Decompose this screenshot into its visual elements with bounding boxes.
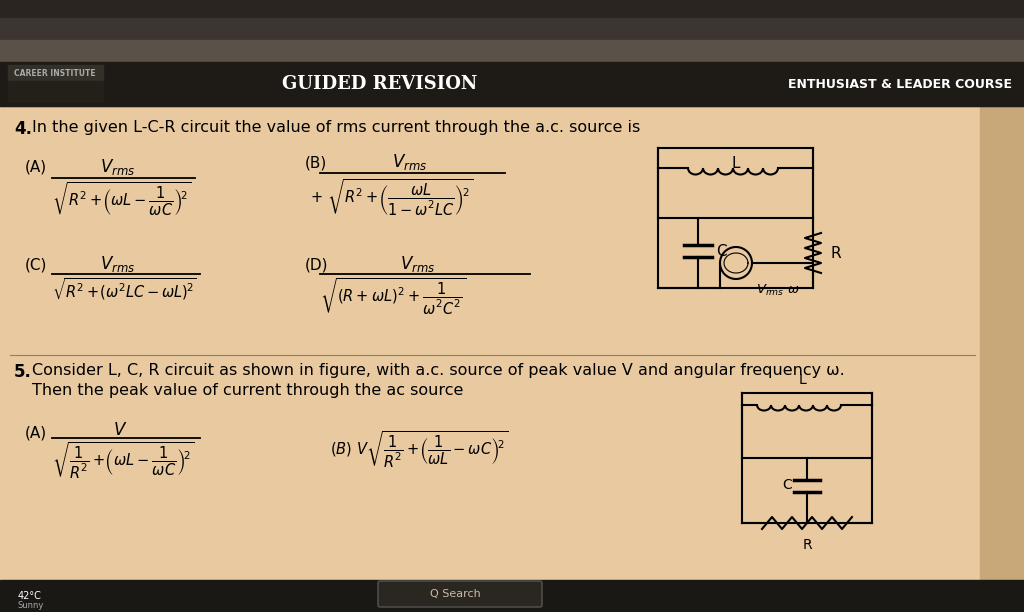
Bar: [0, 580, 1024, 612]
Text: $\sqrt{\dfrac{1}{R^2}+\!\left(\omega L-\dfrac{1}{\omega C}\right)^{\!2}}$: $\sqrt{\dfrac{1}{R^2}+\!\left(\omega L-\…: [52, 441, 195, 482]
Text: Q Search: Q Search: [430, 589, 480, 599]
Text: 42°C: 42°C: [18, 591, 42, 601]
Text: Sunny: Sunny: [18, 602, 44, 611]
Text: (C): (C): [25, 258, 47, 273]
Text: L: L: [732, 156, 740, 171]
Bar: [8, 65, 103, 81]
Text: R: R: [831, 245, 842, 261]
Text: L: L: [798, 373, 806, 387]
Text: (B): (B): [305, 155, 328, 170]
Bar: [0, 0, 1024, 18]
Text: 4.: 4.: [14, 120, 32, 138]
Text: $(B)\ V\sqrt{\dfrac{1}{R^2}+\!\left(\dfrac{1}{\omega L}-\omega C\right)^{\!2}}$: $(B)\ V\sqrt{\dfrac{1}{R^2}+\!\left(\dfr…: [330, 430, 508, 471]
Text: ENTHUSIAST & LEADER COURSE: ENTHUSIAST & LEADER COURSE: [788, 78, 1012, 91]
Bar: [8, 81, 103, 101]
Text: $\sqrt{(R+\omega L)^2+\dfrac{1}{\omega^2 C^2}}$: $\sqrt{(R+\omega L)^2+\dfrac{1}{\omega^2…: [319, 277, 466, 318]
Bar: [980, 106, 1024, 612]
Text: (A): (A): [25, 160, 47, 175]
Bar: [0, 106, 980, 612]
Text: GUIDED REVISION: GUIDED REVISION: [283, 75, 477, 93]
Text: C: C: [716, 244, 727, 258]
Text: C: C: [782, 478, 792, 492]
Text: R: R: [802, 538, 812, 552]
Text: $V_{rms}$: $V_{rms}$: [100, 254, 135, 274]
Text: Then the peak value of current through the ac source: Then the peak value of current through t…: [32, 383, 464, 398]
Text: (D): (D): [305, 258, 329, 273]
Text: In the given L-C-R circuit the value of rms current through the a.c. source is: In the given L-C-R circuit the value of …: [32, 120, 640, 135]
Bar: [0, 40, 1024, 62]
Text: $V_{rms}\ \omega$: $V_{rms}\ \omega$: [756, 283, 800, 298]
Text: $+\ \sqrt{R^2+\!\left(\dfrac{\omega L}{1-\omega^2 LC}\right)^{\!2}}$: $+\ \sqrt{R^2+\!\left(\dfrac{\omega L}{1…: [310, 178, 473, 218]
Text: $\sqrt{R^2+\!\left(\omega L-\dfrac{1}{\omega C}\right)^{\!2}}$: $\sqrt{R^2+\!\left(\omega L-\dfrac{1}{\o…: [52, 181, 191, 218]
Text: 5.: 5.: [14, 363, 32, 381]
Text: $V$: $V$: [113, 421, 127, 439]
Text: $V_{rms}$: $V_{rms}$: [100, 157, 135, 177]
Text: Consider L, C, R circuit as shown in figure, with a.c. source of peak value V an: Consider L, C, R circuit as shown in fig…: [32, 363, 845, 378]
Text: $V_{rms}$: $V_{rms}$: [392, 152, 428, 172]
Text: $\sqrt{R^2+\!\left(\omega^2 LC-\omega L\right)^{\!2}}$: $\sqrt{R^2+\!\left(\omega^2 LC-\omega L\…: [52, 277, 197, 302]
Text: (A): (A): [25, 425, 47, 440]
Bar: [0, 62, 1024, 106]
Text: $V_{rms}$: $V_{rms}$: [400, 254, 435, 274]
Bar: [0, 18, 1024, 40]
FancyBboxPatch shape: [378, 581, 542, 607]
Text: CAREER INSTITUTE: CAREER INSTITUTE: [14, 69, 96, 78]
